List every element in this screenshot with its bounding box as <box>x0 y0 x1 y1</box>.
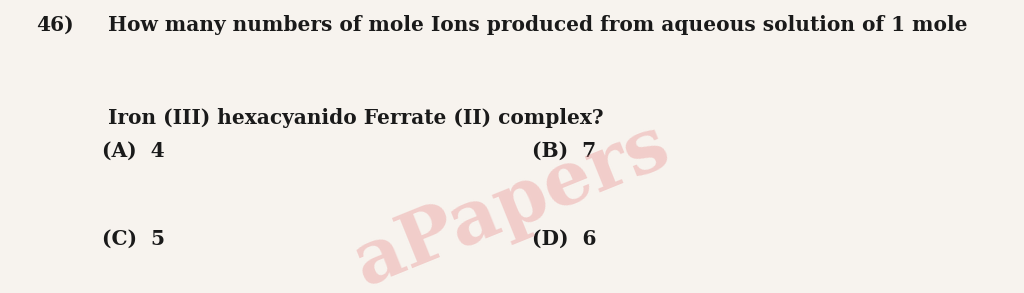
Text: 46): 46) <box>36 15 74 35</box>
Text: (C)  5: (C) 5 <box>102 229 166 248</box>
Text: Iron (III) hexacyanido Ferrate (II) complex?: Iron (III) hexacyanido Ferrate (II) comp… <box>108 108 603 128</box>
Text: (D)  6: (D) 6 <box>532 229 597 248</box>
Text: (A)  4: (A) 4 <box>102 141 165 161</box>
Text: How many numbers of mole Ions produced from aqueous solution of 1 mole: How many numbers of mole Ions produced f… <box>108 15 967 35</box>
Text: (B)  7: (B) 7 <box>532 141 597 161</box>
Text: aPapers: aPapers <box>344 109 680 293</box>
